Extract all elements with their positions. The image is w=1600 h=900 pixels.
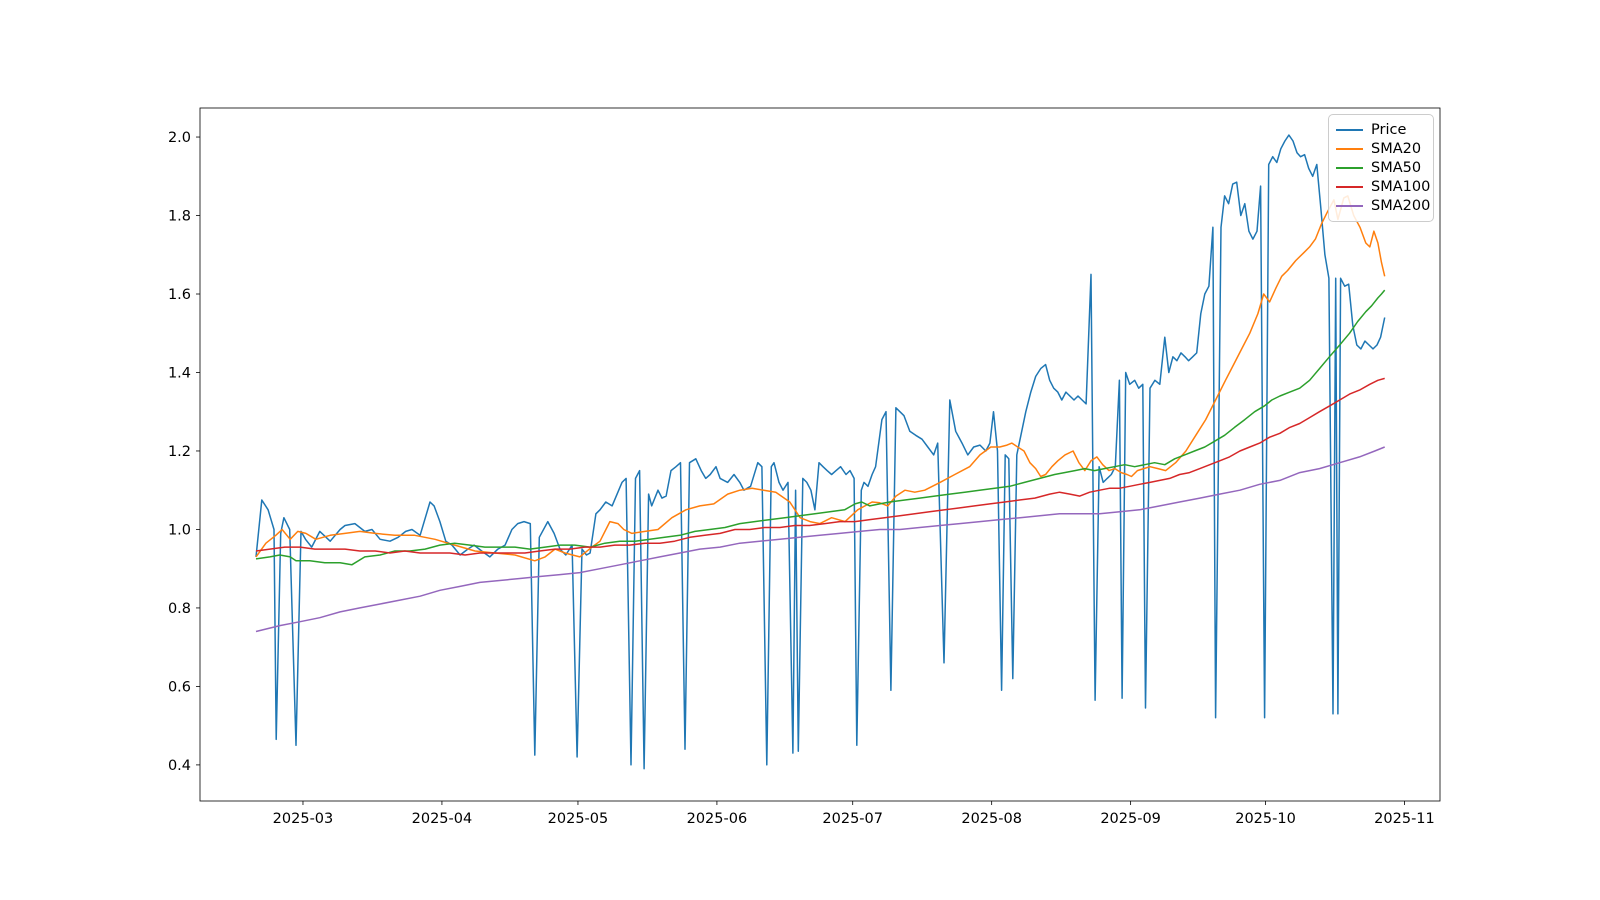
legend-item-price: Price [1336,120,1424,139]
y-axis: 0.4 0.6 0.8 1.0 1.2 1.4 1.6 1.8 2.0 [168,130,200,774]
plot-border [199,107,1441,802]
x-tick-label: 2025-08 [961,811,1022,827]
legend-line-sample-sma50 [1336,167,1363,169]
price-line-series [255,134,1386,770]
legend: Price SMA20 SMA50 SMA100 SMA200 [1328,114,1434,222]
legend-label: Price [1371,121,1407,138]
legend-line-sample-sma20 [1336,147,1363,150]
x-tick-label: 2025-04 [412,811,473,827]
y-tick-label: 0.6 [168,679,191,695]
y-tick-label: 0.8 [168,601,191,617]
legend-line-sample-price [1336,128,1363,131]
legend-label: SMA100 [1371,179,1431,196]
sma50-line-series [255,289,1386,566]
y-tick-label: 1.4 [168,365,191,381]
sma200-line-series [255,446,1385,633]
x-tick-label: 2025-03 [273,811,334,827]
x-tick-label: 2025-10 [1235,811,1296,827]
series-lines [255,134,1386,770]
legend-line-sample-sma200 [1336,205,1363,208]
y-tick-label: 1.2 [168,444,191,460]
y-tick-label: 2.0 [168,130,191,146]
sma100-line-series [255,377,1385,556]
legend-item-sma50: SMA50 [1336,158,1424,177]
legend-item-sma100: SMA100 [1336,178,1430,197]
plot-background [200,108,1440,801]
x-axis: 2025-03 2025-04 2025-05 2025-06 2025-07 2025-… [273,801,1435,827]
x-tick-label: 2025-09 [1100,811,1161,827]
y-tick-label: 1.6 [168,287,191,303]
legend-label: SMA200 [1371,198,1431,215]
x-tick-label: 2025-05 [548,811,609,827]
x-tick-label: 2025-07 [822,811,883,827]
legend-label: SMA50 [1371,160,1422,176]
x-tick-label: 2025-11 [1374,811,1435,827]
y-tick-label: 1.0 [168,522,191,538]
x-tick-label: 2025-06 [687,811,748,827]
legend-item-sma20: SMA20 [1336,139,1424,158]
y-tick-label: 1.8 [168,209,191,225]
legend-label: SMA20 [1371,140,1422,157]
y-tick-label: 0.4 [168,758,191,774]
legend-line-sample-sma100 [1336,186,1363,189]
legend-item-sma200: SMA200 [1336,197,1430,216]
sma20-line-series [255,195,1386,562]
